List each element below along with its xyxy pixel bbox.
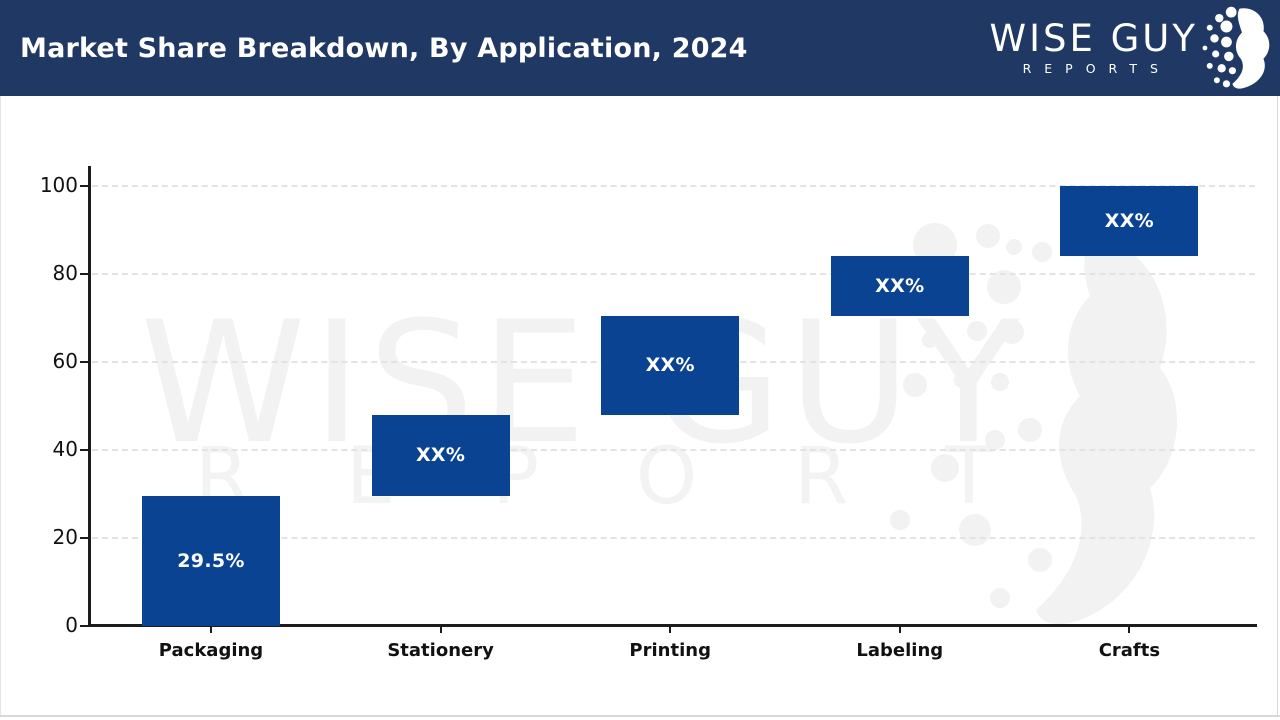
y-tick-label: 20 (52, 524, 78, 549)
bar-value-label: XX% (875, 274, 925, 297)
y-tick-mark (80, 448, 89, 451)
bar-value-label: XX% (645, 354, 695, 377)
y-axis-line (88, 166, 91, 627)
bar-stationery: XX% (371, 414, 510, 497)
y-tick-label: 60 (52, 348, 78, 373)
logo-wordmark: WISE GUY (989, 17, 1198, 61)
x-category-label: Packaging (158, 640, 264, 661)
x-category-label: Stationery (387, 640, 494, 661)
gridline (92, 184, 1255, 187)
gridline (92, 448, 1255, 451)
y-tick-mark (80, 536, 89, 539)
gridline (92, 536, 1255, 539)
bar-value-label: XX% (415, 444, 466, 467)
y-tick-label: 0 (65, 613, 78, 637)
bar-packaging: 29.5% (142, 496, 280, 626)
y-tick-mark (80, 625, 89, 627)
y-tick-label: 40 (52, 436, 78, 461)
page-border-right (1277, 96, 1278, 716)
dotted-face-profile-icon (1202, 6, 1270, 89)
y-tick-label: 80 (52, 260, 78, 285)
logo-text: WISE GUY REPORTS (989, 17, 1198, 76)
gridline (92, 272, 1255, 275)
logo-subtitle: REPORTS (1022, 60, 1171, 76)
watermark-subtitle: R E P O R T S (195, 432, 1176, 522)
bar-crafts: XX% (1060, 185, 1199, 257)
x-tick-mark (210, 627, 212, 633)
watermark-wordmark: WISE GUY (140, 285, 1026, 481)
header-bar: Market Share Breakdown, By Application, … (0, 0, 1280, 96)
x-category-label: Printing (629, 640, 711, 661)
x-category-label: Crafts (1098, 640, 1161, 661)
wiseguy-logo: WISE GUY REPORTS (990, 4, 1272, 92)
x-tick-mark (439, 627, 442, 633)
page-border-bottom (0, 715, 1280, 717)
bar-value-label: 29.5% (177, 550, 245, 573)
y-tick-mark (80, 272, 89, 275)
x-tick-mark (898, 627, 901, 633)
y-tick-mark (80, 184, 89, 187)
bar-value-label: XX% (1104, 209, 1155, 232)
y-tick-label: 100 (39, 172, 78, 197)
bar-labeling: XX% (830, 256, 969, 316)
chart-title: Market Share Breakdown, By Application, … (20, 32, 748, 64)
x-axis-line (88, 624, 1257, 627)
y-tick-mark (80, 360, 89, 363)
page-border-left (0, 96, 1, 716)
x-category-label: Labeling (856, 640, 944, 661)
x-tick-mark (1128, 627, 1131, 633)
bar-printing: XX% (601, 315, 740, 415)
x-tick-mark (669, 627, 672, 633)
